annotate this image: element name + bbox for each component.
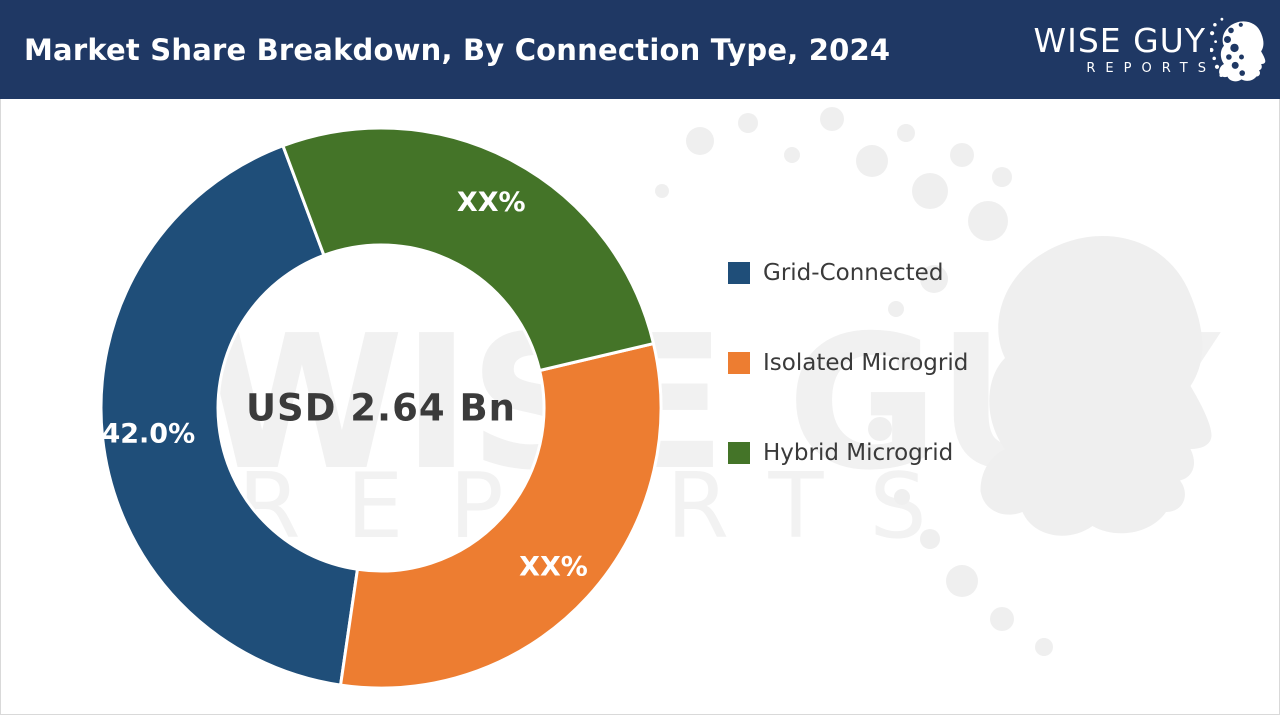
chart-area: WISE GUY REPORTS [0,99,1280,720]
legend-item-hybrid-microgrid: Hybrid Microgrid [728,440,968,466]
legend-label-hybrid-microgrid: Hybrid Microgrid [763,440,954,466]
legend-swatch-hybrid-microgrid [728,442,750,464]
logo-text: WISE GUY REPORTS [1033,21,1206,77]
legend-item-grid-connected: Grid-Connected [728,260,968,286]
legend-item-isolated-microgrid: Isolated Microgrid [728,350,969,376]
legend: Grid-Connected Isolated Microgrid Hybrid… [728,260,969,466]
legend-swatch-grid-connected [728,262,750,284]
slice-data-label-isolated-microgrid: XX% [519,552,588,583]
slice-isolated-microgrid [339,342,663,690]
legend-label-grid-connected: Grid-Connected [763,260,944,286]
page-title: Market Share Breakdown, By Connection Ty… [24,32,891,67]
wise-guy-logo: WISE GUY REPORTS [1033,6,1266,94]
logo-title: WISE GUY [1033,21,1206,60]
watermark-face-icon [655,107,1212,656]
donut-chart: 42.0% XX% XX% [99,126,663,690]
legend-label-isolated-microgrid: Isolated Microgrid [763,350,969,376]
legend-swatch-isolated-microgrid [728,352,750,374]
slice-data-label-grid-connected: 42.0% [101,418,195,449]
logo-face-icon [1210,17,1266,82]
slice-grid-connected [99,144,359,687]
slice-data-label-hybrid-microgrid: XX% [457,187,526,218]
logo-subtitle: REPORTS [1086,61,1216,76]
header-bar: Market Share Breakdown, By Connection Ty… [0,0,1280,99]
chart-center-value: USD 2.64 Bn [246,386,516,430]
slice-hybrid-microgrid [281,126,655,372]
